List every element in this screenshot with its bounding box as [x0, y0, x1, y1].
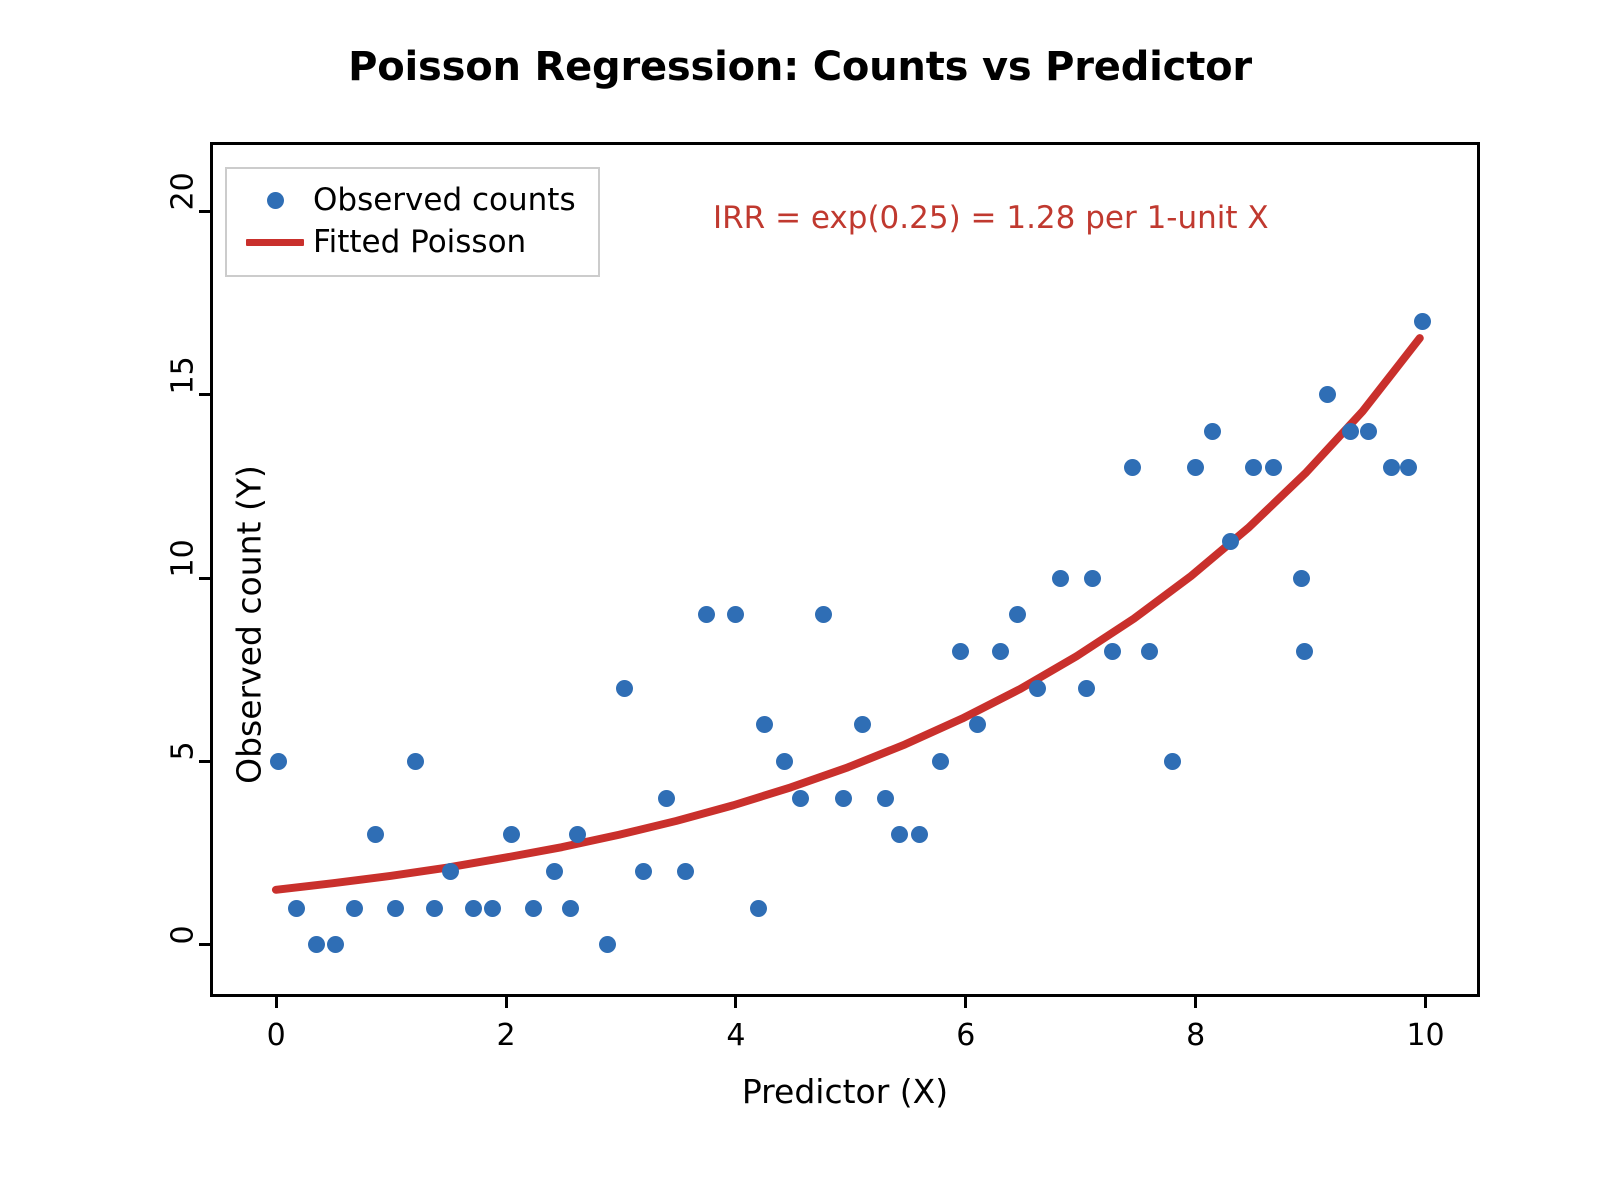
- scatter-point: [1342, 422, 1360, 440]
- scatter-point: [1187, 459, 1205, 477]
- scatter-point: [951, 642, 969, 660]
- x-tick-label: 8: [1186, 1018, 1206, 1053]
- scatter-point: [1221, 532, 1239, 550]
- y-tick-mark: [199, 393, 213, 397]
- scatter-point: [890, 826, 908, 844]
- scatter-point: [775, 752, 793, 770]
- scatter-point: [1413, 312, 1431, 330]
- x-tick-label: 10: [1406, 1018, 1445, 1053]
- legend-item-fitted-poisson: Fitted Poisson: [243, 221, 576, 263]
- scatter-point: [270, 752, 287, 770]
- x-tick-mark: [504, 994, 508, 1008]
- x-tick-mark: [1424, 994, 1428, 1008]
- scatter-point: [1359, 422, 1377, 440]
- scatter-point: [1244, 459, 1262, 477]
- scatter-point: [968, 716, 986, 734]
- scatter-point: [676, 863, 694, 881]
- scatter-point: [932, 752, 950, 770]
- scatter-point: [791, 789, 809, 807]
- x-tick-label: 4: [726, 1018, 746, 1053]
- scatter-point: [991, 642, 1009, 660]
- scatter-point: [635, 863, 653, 881]
- y-tick-mark: [199, 943, 213, 947]
- scatter-point: [615, 679, 633, 697]
- x-tick-mark: [964, 994, 968, 1008]
- scatter-point: [658, 789, 676, 807]
- scatter-point: [465, 899, 483, 917]
- scatter-point: [876, 789, 894, 807]
- scatter-point: [835, 789, 853, 807]
- legend-line-icon: [243, 238, 307, 246]
- y-tick-mark: [199, 759, 213, 763]
- scatter-point: [750, 899, 768, 917]
- scatter-point: [1292, 569, 1310, 587]
- scatter-point: [727, 606, 745, 624]
- scatter-point: [1296, 642, 1314, 660]
- legend-marker-icon: [243, 191, 307, 209]
- scatter-point: [1204, 422, 1222, 440]
- scatter-point: [598, 936, 616, 954]
- scatter-point: [1104, 642, 1122, 660]
- legend-label-observed-counts: Observed counts: [313, 182, 576, 218]
- page-title: Poisson Regression: Counts vs Predictor: [348, 44, 1252, 90]
- scatter-point: [387, 899, 405, 917]
- scatter-point: [1009, 606, 1027, 624]
- scatter-point: [483, 899, 501, 917]
- scatter-point: [406, 752, 424, 770]
- scatter-point: [911, 826, 929, 844]
- scatter-point: [426, 899, 444, 917]
- legend: Observed counts Fitted Poisson: [225, 167, 600, 277]
- scatter-point: [1028, 679, 1046, 697]
- x-tick-label: 0: [266, 1018, 286, 1053]
- scatter-point: [1319, 386, 1337, 404]
- scatter-point: [1265, 459, 1283, 477]
- scatter-point: [1164, 752, 1182, 770]
- y-tick-mark: [199, 576, 213, 580]
- legend-label-fitted-poisson: Fitted Poisson: [313, 224, 527, 260]
- scatter-point: [288, 899, 306, 917]
- scatter-point: [307, 936, 325, 954]
- x-tick-mark: [274, 994, 278, 1008]
- scatter-point: [1399, 459, 1417, 477]
- plot-frame: Observed count (Y) 0 5 10 15 20 0 2 4 6 8 10 IRR …: [166, 142, 1480, 1053]
- scatter-point: [1123, 459, 1141, 477]
- x-axis-label: Predictor (X): [741, 1072, 949, 1111]
- legend-item-observed-counts: Observed counts: [243, 179, 576, 221]
- scatter-point: [327, 936, 345, 954]
- scatter-point: [561, 899, 579, 917]
- scatter-point: [1077, 679, 1095, 697]
- x-tick-label: 2: [496, 1018, 516, 1053]
- scatter-point: [814, 606, 832, 624]
- scatter-point: [442, 863, 460, 881]
- y-tick-mark: [199, 209, 213, 213]
- x-tick-mark: [734, 994, 738, 1008]
- scatter-point: [366, 826, 384, 844]
- scatter-point: [756, 716, 774, 734]
- x-tick-mark: [1194, 994, 1198, 1008]
- x-tick-label: 6: [956, 1018, 976, 1053]
- scatter-point: [545, 863, 563, 881]
- scatter-point: [503, 826, 521, 844]
- scatter-point: [853, 716, 871, 734]
- scatter-point: [1083, 569, 1101, 587]
- scatter-point: [345, 899, 363, 917]
- scatter-point: [697, 606, 715, 624]
- scatter-point: [1141, 642, 1159, 660]
- irr-annotation: IRR = exp(0.25) = 1.28 per 1-unit X: [713, 200, 1269, 236]
- scatter-point: [1382, 459, 1400, 477]
- scatter-point: [1051, 569, 1069, 587]
- scatter-point: [568, 826, 586, 844]
- scatter-point: [525, 899, 543, 917]
